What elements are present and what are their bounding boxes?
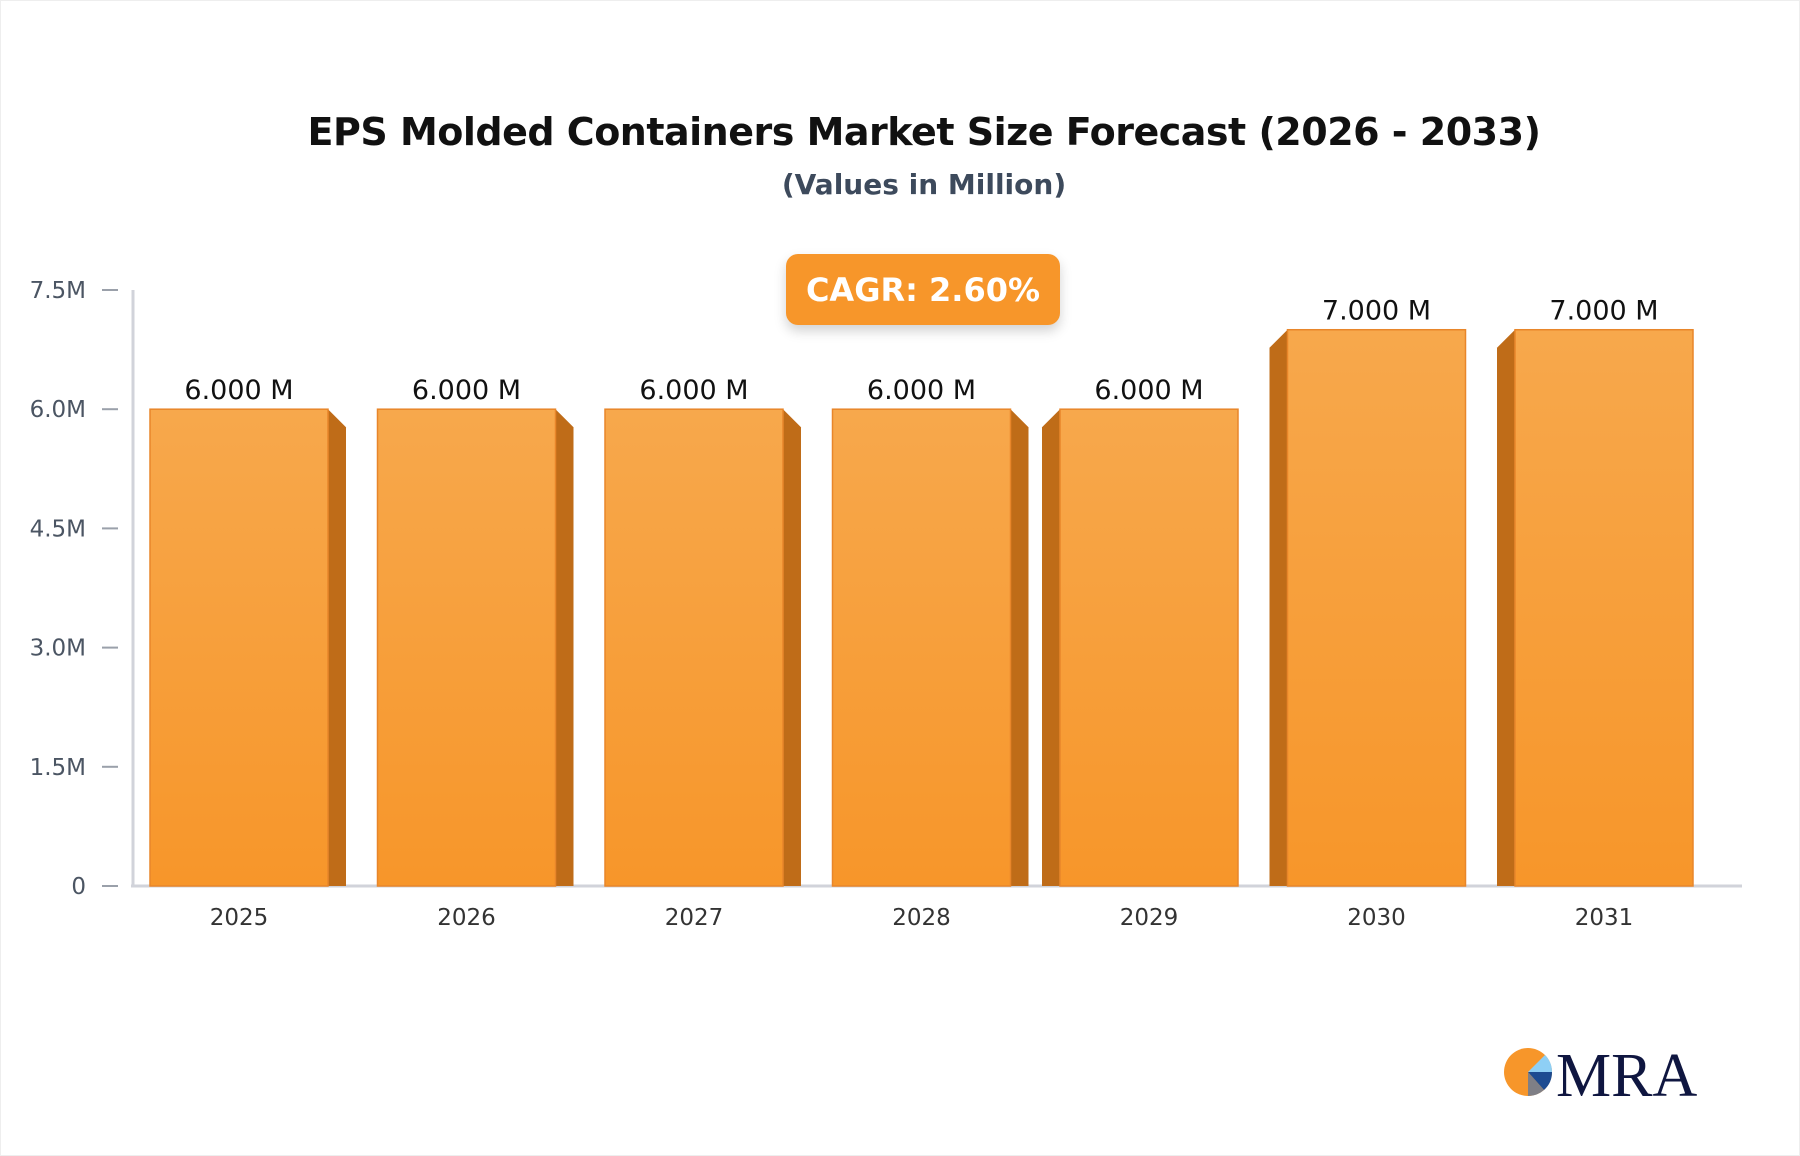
x-tick-label: 2027 <box>665 905 724 931</box>
bar-2028 <box>831 408 1012 887</box>
data-label: 7.000 M <box>1549 296 1658 327</box>
x-tick-label: 2031 <box>1575 905 1634 931</box>
data-label: 6.000 M <box>639 375 748 406</box>
y-tick-label: 6.0M <box>30 397 86 423</box>
data-label: 6.000 M <box>412 375 521 406</box>
x-tick-label: 2029 <box>1120 905 1179 931</box>
data-label: 6.000 M <box>184 375 293 406</box>
data-label: 7.000 M <box>1322 296 1431 327</box>
bar-side-face <box>1010 409 1029 886</box>
mra-logo: MRA <box>1504 1042 1697 1104</box>
bar-2026 <box>376 408 557 887</box>
y-tick-label: 0 <box>71 874 86 900</box>
data-label: 6.000 M <box>1094 375 1203 406</box>
y-tick-label: 7.5M <box>30 278 86 304</box>
x-tick-label: 2026 <box>437 905 496 931</box>
y-tick-label: 1.5M <box>30 755 86 781</box>
bar-side-face <box>1042 409 1060 886</box>
chart-title: EPS Molded Containers Market Size Foreca… <box>307 110 1541 154</box>
bar-2030 <box>1286 328 1467 887</box>
x-tick-label: 2028 <box>892 905 951 931</box>
y-tick-label: 4.5M <box>30 516 86 542</box>
bar-side-face <box>1497 329 1515 886</box>
bar-side-face <box>1269 329 1288 886</box>
bar-side-face <box>328 409 346 886</box>
x-tick-label: 2025 <box>210 905 269 931</box>
y-tick-label: 3.0M <box>30 636 86 662</box>
data-label: 6.000 M <box>867 375 976 406</box>
bar-2029 <box>1059 408 1239 887</box>
bar-side-face <box>783 409 801 886</box>
logo-text: MRA <box>1556 1042 1697 1104</box>
cagr-badge: CAGR: 2.60% <box>786 254 1060 325</box>
chart-subtitle: (Values in Million) <box>781 168 1067 201</box>
bar-side-face <box>555 409 574 886</box>
x-tick-label: 2030 <box>1347 905 1406 931</box>
bar-2025 <box>149 408 329 887</box>
bar-2027 <box>604 408 784 887</box>
pie-logo-icon <box>1504 1048 1553 1097</box>
bar-2031 <box>1514 328 1694 887</box>
